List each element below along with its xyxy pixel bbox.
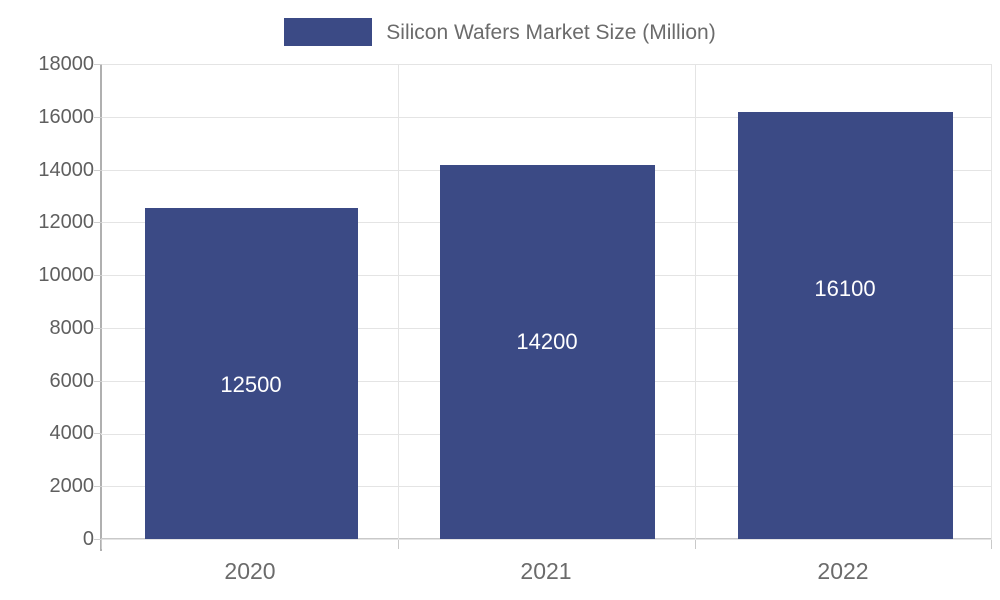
y-tick-label: 16000: [38, 106, 94, 128]
bar-value-label-2020: 12500: [220, 372, 282, 397]
legend-item-label: Silicon Wafers Market Size (Million): [386, 20, 716, 44]
y-tick-mark: [94, 328, 102, 329]
gridline-vertical: [695, 64, 696, 539]
x-tick-mark: [398, 540, 399, 549]
y-tick-label: 18000: [38, 53, 94, 75]
plot-area: 12500 14200 16100: [101, 64, 992, 540]
gridline-horizontal: [101, 64, 992, 65]
x-tick-label-2021: 2021: [520, 558, 572, 584]
x-tick-mark: [695, 540, 696, 549]
y-tick-label: 4000: [49, 422, 95, 444]
bar-value-label-2021: 14200: [516, 329, 578, 354]
y-tick-mark: [94, 170, 102, 171]
bar-2022[interactable]: [738, 112, 953, 539]
gridline-horizontal: [101, 539, 992, 540]
y-tick-label: 2000: [49, 475, 95, 497]
x-tick-mark: [991, 540, 992, 549]
legend-color-swatch-icon: [284, 18, 373, 46]
y-tick-label: 12000: [38, 211, 94, 233]
y-tick-mark: [94, 275, 102, 276]
bar-2020[interactable]: [145, 208, 358, 539]
y-tick-label: 10000: [38, 264, 94, 286]
y-axis-line: [100, 64, 102, 551]
y-tick-mark: [94, 117, 102, 118]
x-tick-mark: [101, 540, 102, 549]
bar-2021[interactable]: [440, 165, 655, 539]
y-tick-mark: [94, 64, 102, 65]
y-tick-label: 0: [82, 528, 94, 550]
gridline-vertical: [991, 64, 992, 539]
bar-value-label-2022: 16100: [814, 276, 876, 301]
y-tick-label: 8000: [49, 317, 95, 339]
y-tick-mark: [94, 381, 102, 382]
chart-legend: Silicon Wafers Market Size (Million): [0, 14, 1000, 50]
y-tick-label: 6000: [49, 370, 95, 392]
gridline-horizontal: [101, 117, 992, 118]
y-tick-mark: [94, 539, 102, 540]
y-tick-mark: [94, 433, 102, 434]
legend-item-silicon-wafers-market-size[interactable]: Silicon Wafers Market Size (Million): [284, 18, 716, 46]
y-tick-mark: [94, 486, 102, 487]
y-tick-mark: [94, 222, 102, 223]
x-tick-label-2020: 2020: [224, 558, 276, 584]
x-tick-label-2022: 2022: [817, 558, 869, 584]
y-tick-label: 14000: [38, 159, 94, 181]
gridline-vertical: [398, 64, 399, 539]
